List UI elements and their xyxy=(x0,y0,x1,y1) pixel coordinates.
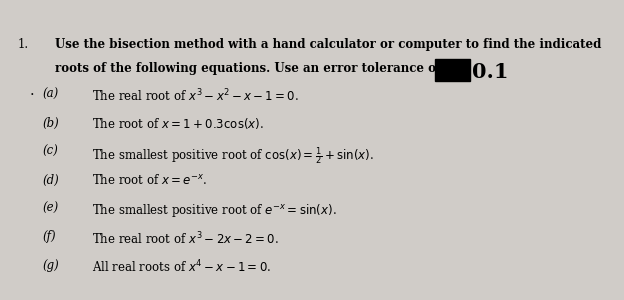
Text: ·: · xyxy=(30,88,34,102)
Text: (b): (b) xyxy=(42,116,59,130)
Text: The root of $x = 1 + 0.3\cos(x)$.: The root of $x = 1 + 0.3\cos(x)$. xyxy=(92,116,264,131)
Text: (e): (e) xyxy=(42,202,58,215)
Text: 0.1: 0.1 xyxy=(472,62,509,82)
Text: The real root of $x^3 - x^2 - x - 1 = 0$.: The real root of $x^3 - x^2 - x - 1 = 0$… xyxy=(92,88,299,105)
Text: The real root of $x^3 - 2x - 2 = 0$.: The real root of $x^3 - 2x - 2 = 0$. xyxy=(92,230,279,247)
Text: Use the bisection method with a hand calculator or computer to find the indicate: Use the bisection method with a hand cal… xyxy=(55,38,602,51)
Text: The smallest positive root of $e^{-x} = \sin(x)$.: The smallest positive root of $e^{-x} = … xyxy=(92,202,337,219)
Text: The smallest positive root of $\cos(x) = \frac{1}{2} + \sin(x)$.: The smallest positive root of $\cos(x) =… xyxy=(92,145,374,167)
Text: (c): (c) xyxy=(42,145,58,158)
Text: (f): (f) xyxy=(42,230,56,244)
Text: The root of $x = e^{-x}$.: The root of $x = e^{-x}$. xyxy=(92,173,207,188)
Text: (g): (g) xyxy=(42,259,59,272)
Bar xyxy=(435,59,470,81)
Text: (d): (d) xyxy=(42,173,59,187)
Text: (a): (a) xyxy=(42,88,58,101)
Text: 1.: 1. xyxy=(18,38,29,51)
Text: All real roots of $x^4 - x - 1 = 0$.: All real roots of $x^4 - x - 1 = 0$. xyxy=(92,259,271,276)
Text: roots of the following equations. Use an error tolerance of ε =: roots of the following equations. Use an… xyxy=(55,62,467,75)
